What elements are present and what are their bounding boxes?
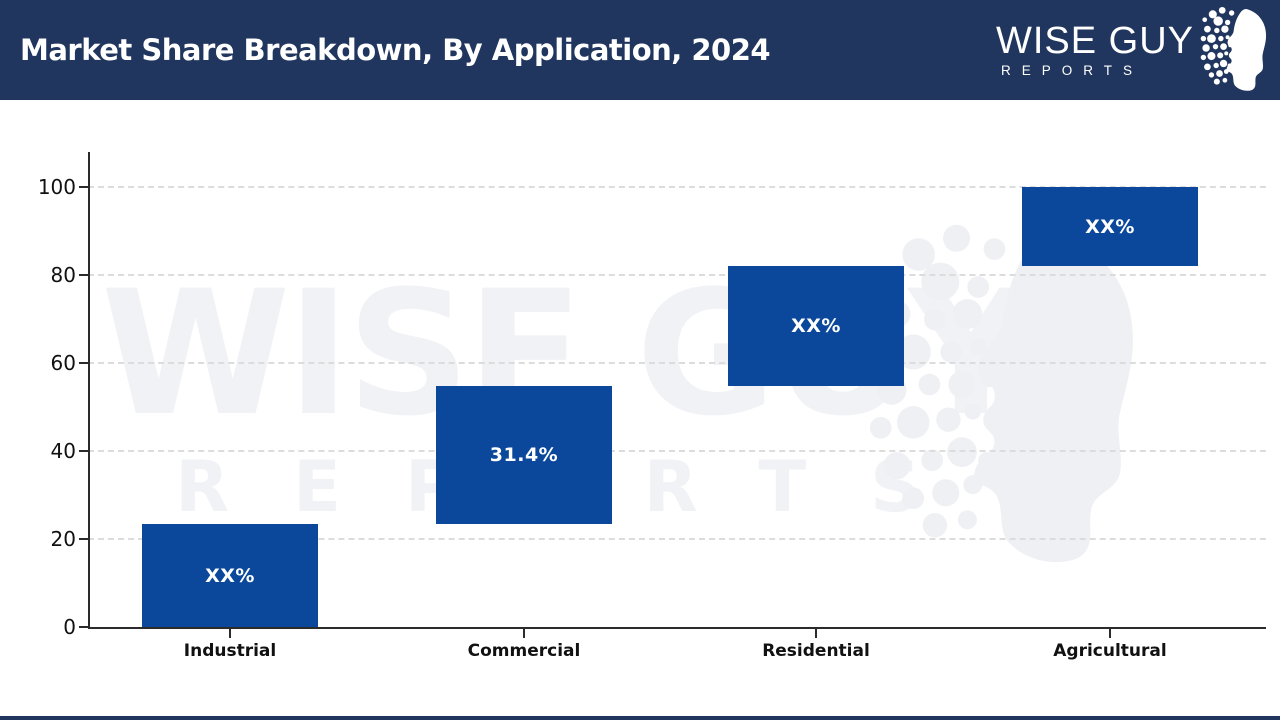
bar-label-agricultural: XX% xyxy=(1085,215,1135,238)
bar-industrial: XX% xyxy=(142,524,318,627)
y-tick-60 xyxy=(79,362,88,364)
bar-label-residential: XX% xyxy=(791,315,841,338)
gridline-60 xyxy=(88,362,1266,364)
y-tick-label: 100 xyxy=(37,175,76,199)
y-tick-0 xyxy=(79,626,88,628)
x-tick-commercial xyxy=(523,629,525,638)
y-tick-label: 60 xyxy=(50,351,76,375)
x-tick-label-industrial: Industrial xyxy=(183,641,277,661)
wise-guy-head-icon xyxy=(1200,6,1267,91)
logo-subtext: REPORTS xyxy=(1000,63,1143,78)
x-tick-label-commercial: Commercial xyxy=(467,641,581,661)
y-tick-label: 80 xyxy=(50,263,76,287)
y-tick-label: 40 xyxy=(50,439,76,463)
y-tick-100 xyxy=(79,186,88,188)
y-tick-40 xyxy=(79,450,88,452)
page-title: Market Share Breakdown, By Application, … xyxy=(20,33,771,67)
x-axis-line xyxy=(88,627,1266,629)
x-tick-agricultural xyxy=(1109,629,1111,638)
x-tick-label-agricultural: Agricultural xyxy=(1053,641,1167,661)
y-tick-label: 0 xyxy=(63,615,76,639)
bar-label-commercial: 31.4% xyxy=(489,443,559,466)
bar-residential: XX% xyxy=(728,266,904,386)
gridline-20 xyxy=(88,538,1266,540)
waterfall-chart: WISE GUY REPORTS 020406080100XX%Industri… xyxy=(0,100,1280,716)
bottom-border xyxy=(0,716,1280,720)
gridline-40 xyxy=(88,450,1266,452)
logo-text: WISE GUY REPORTS xyxy=(996,22,1194,78)
watermark-head-graphic xyxy=(869,224,1133,563)
logo-wordmark: WISE GUY xyxy=(995,20,1194,62)
y-axis-line xyxy=(88,152,90,629)
x-tick-label-residential: Residential xyxy=(762,641,870,661)
gridline-100 xyxy=(88,186,1266,188)
y-tick-20 xyxy=(79,538,88,540)
x-tick-residential xyxy=(815,629,817,638)
gridline-80 xyxy=(88,274,1266,276)
y-tick-label: 20 xyxy=(50,527,76,551)
wise-guy-logo: WISE GUY REPORTS xyxy=(996,0,1272,100)
bar-label-industrial: XX% xyxy=(205,564,255,587)
y-tick-80 xyxy=(79,274,88,276)
bar-agricultural: XX% xyxy=(1022,187,1198,267)
bar-commercial: 31.4% xyxy=(436,385,612,525)
x-tick-industrial xyxy=(229,629,231,638)
header-banner: Market Share Breakdown, By Application, … xyxy=(0,0,1280,100)
